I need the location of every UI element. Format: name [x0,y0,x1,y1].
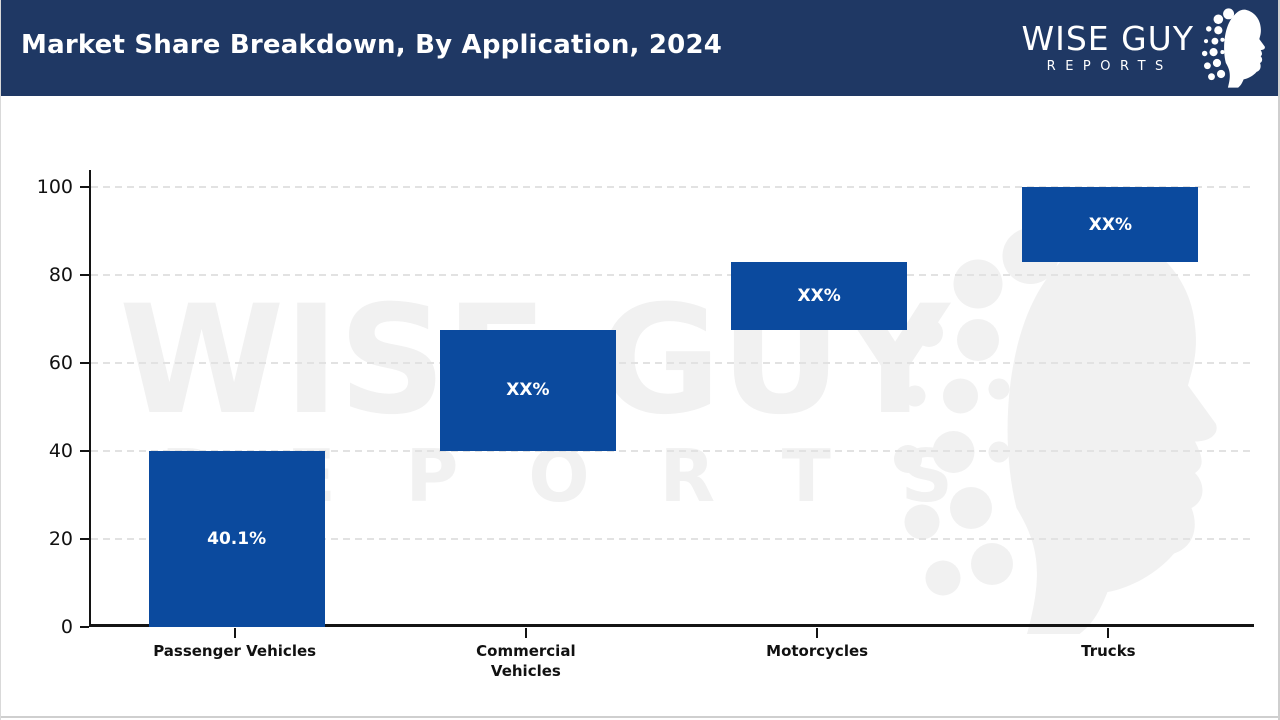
bar-passenger-vehicles: 40.1% [148,450,325,627]
bar-value-label: XX% [797,285,841,306]
x-tick-label: Commercial Vehicles [476,642,576,680]
y-tick-mark [80,626,89,628]
gridline [91,274,1254,276]
brand-logo: WISE GUY REPORTS [1021,7,1268,89]
bar-motorcycles: XX% [731,262,908,330]
bar-trucks: XX% [1022,187,1199,263]
brand-wordmark: WISE GUY REPORTS [1021,19,1194,75]
y-tick-mark [80,362,89,364]
header: Market Share Breakdown, By Application, … [1,0,1278,96]
y-tick-mark [80,538,89,540]
x-tick-label: Motorcycles [766,642,869,660]
x-tick-label: Trucks [1081,642,1136,660]
y-tick-label: 0 [60,616,73,638]
x-tick-label: Passenger Vehicles [153,642,317,660]
gridline [91,186,1254,188]
y-tick-label: 100 [36,176,73,198]
y-tick-mark [80,186,89,188]
x-tick-mark [524,628,527,638]
bar-value-label: XX% [1088,214,1132,235]
gridline [91,362,1254,364]
y-tick-mark [80,274,89,276]
bar-value-label: 40.1% [207,528,267,549]
x-tick-mark [233,628,236,638]
gridline [91,538,1254,540]
x-tick-mark [1107,628,1110,638]
y-tick-label: 80 [48,264,73,286]
x-tick-mark [816,628,819,638]
page-title: Market Share Breakdown, By Application, … [21,30,723,60]
bar-commercial-vehicles: XX% [439,329,616,451]
y-tick-label: 40 [48,440,73,462]
chart-area: WISE GUY REPORTS 40.1% XX% XX% XX% 0 20 40 60 8… [1,96,1278,720]
brand-head-icon [1196,7,1268,89]
y-tick-label: 60 [48,352,73,374]
brand-subtitle-text: REPORTS [1046,59,1173,74]
brand-name-text: WISE GUY [1021,19,1194,58]
plot-area: 40.1% XX% XX% XX% [89,170,1254,627]
y-tick-label: 20 [48,528,73,550]
gridline [91,450,1254,452]
bottom-border [1,716,1278,718]
bar-value-label: XX% [506,380,550,401]
y-tick-mark [80,450,89,452]
